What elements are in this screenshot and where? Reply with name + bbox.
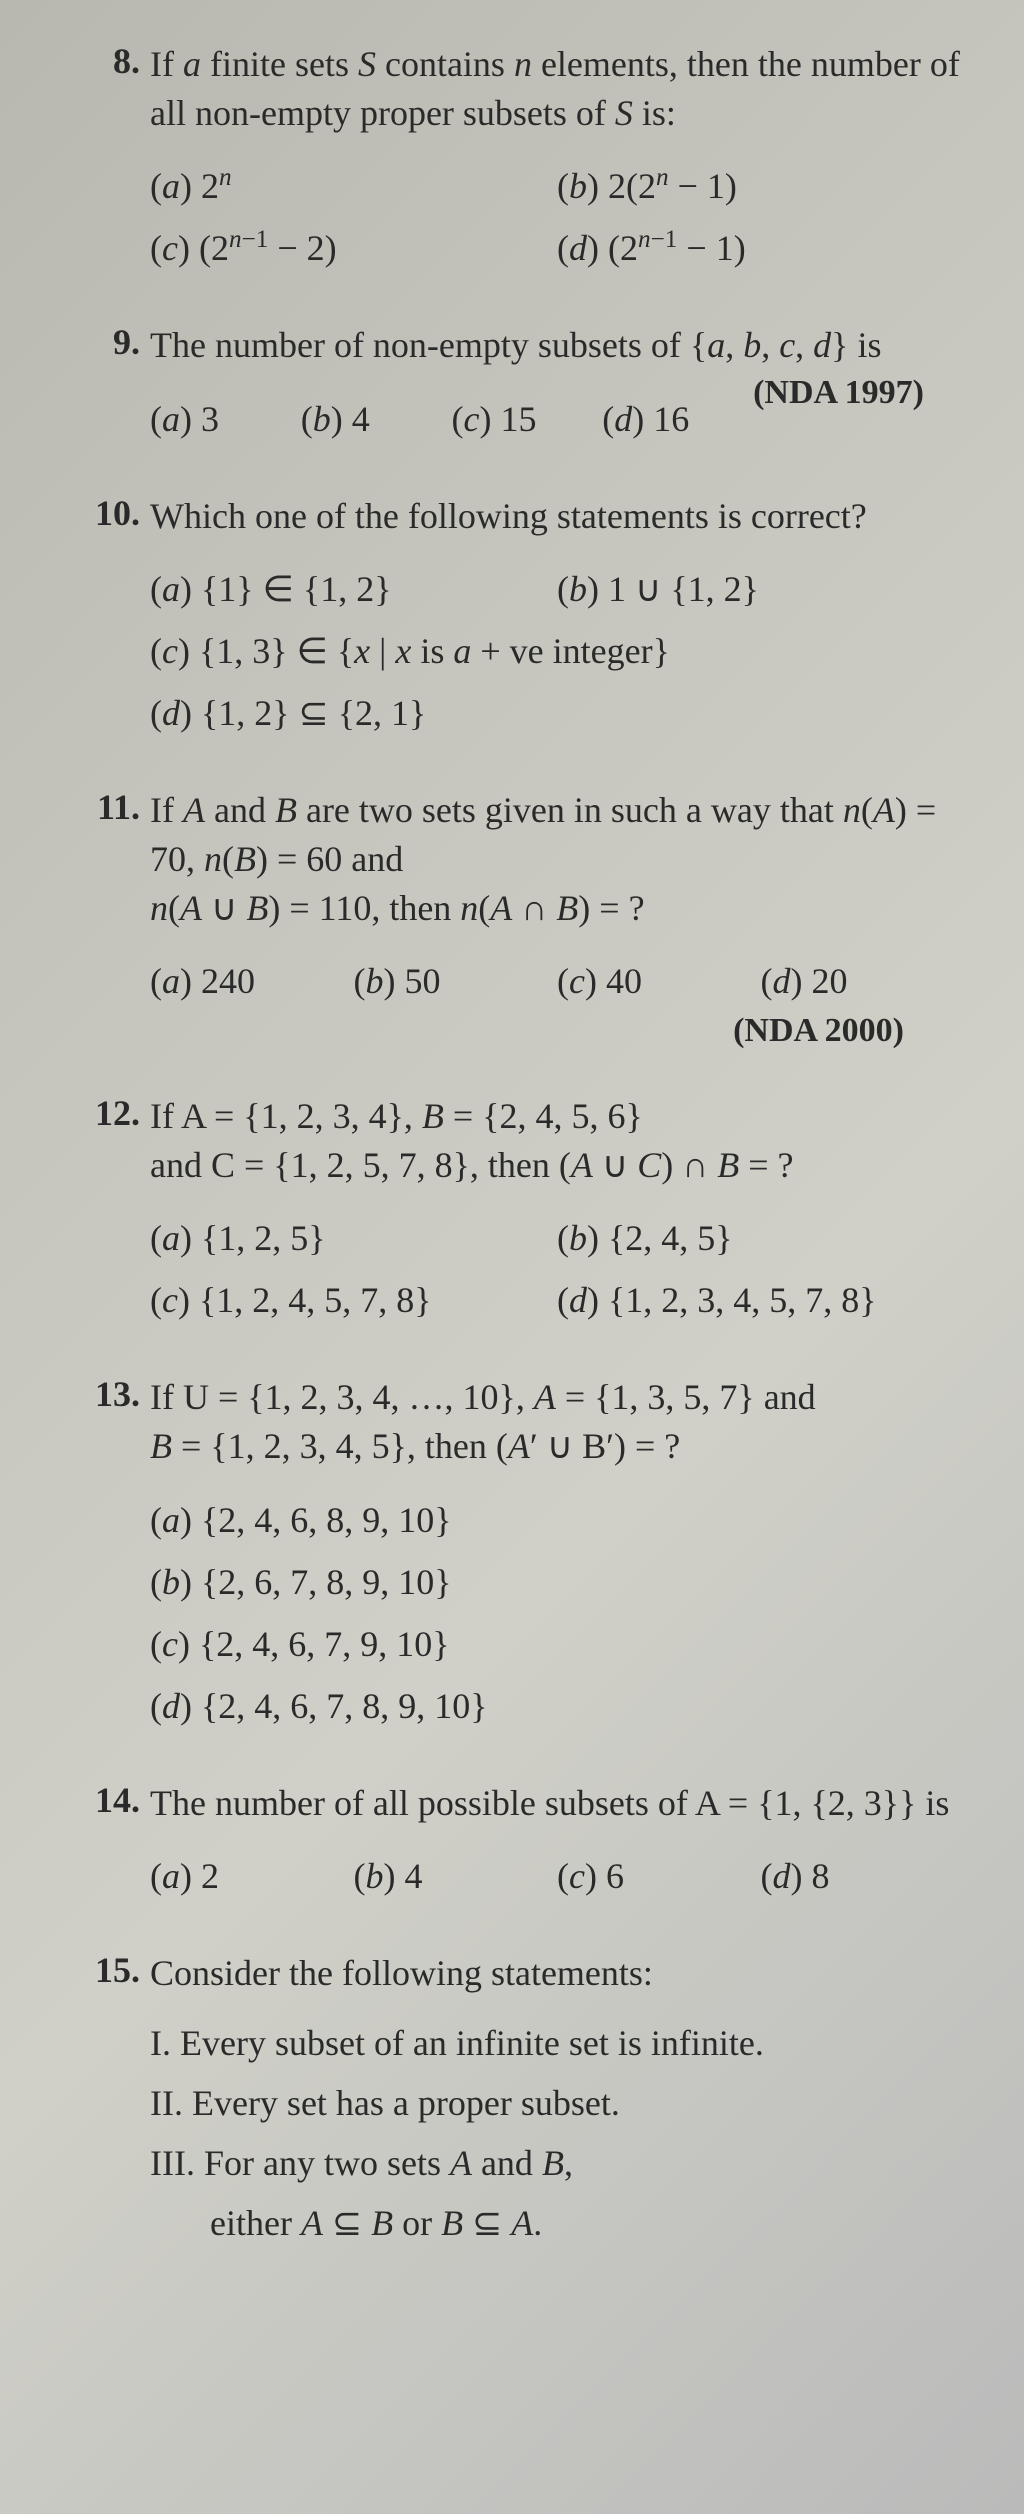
question-14: 14. The number of all possible subsets o… bbox=[80, 1779, 964, 1908]
options: (a) 2n (b) 2(2n − 1) (c) (2n−1 − 2) (d) … bbox=[150, 155, 964, 279]
statement-3: III. For any two sets A and B, bbox=[150, 2136, 964, 2190]
question-number: 12. bbox=[80, 1092, 140, 1134]
option-a: (a) 240 bbox=[150, 950, 354, 1012]
option-a: (a) {2, 4, 6, 8, 9, 10} bbox=[150, 1489, 964, 1551]
statement-1: I. Every subset of an infinite set is in… bbox=[150, 2016, 964, 2070]
page: 8. If a finite sets S contains n element… bbox=[80, 40, 964, 2250]
option-b: (b) 1 ∪ {1, 2} bbox=[557, 558, 964, 620]
option-d: (d) 20 bbox=[761, 950, 965, 1012]
option-c: (c) {2, 4, 6, 7, 9, 10} bbox=[150, 1613, 964, 1675]
option-b: (b) 4 bbox=[301, 388, 452, 450]
option-b: (b) {2, 4, 5} bbox=[557, 1207, 964, 1269]
question-text: If U = {1, 2, 3, 4, …, 10}, A = {1, 3, 5… bbox=[150, 1373, 964, 1470]
option-c: (c) {1, 3} ∈ {x | x is a + ve integer} bbox=[150, 620, 964, 682]
option-a: (a) 3 bbox=[150, 388, 301, 450]
question-8: 8. If a finite sets S contains n element… bbox=[80, 40, 964, 279]
statement-2: II. Every set has a proper subset. bbox=[150, 2076, 964, 2130]
option-d: (d) {2, 4, 6, 7, 8, 9, 10} bbox=[150, 1675, 964, 1737]
option-c: (c) 6 bbox=[557, 1845, 761, 1907]
option-a: (a) {1} ∈ {1, 2} bbox=[150, 558, 557, 620]
question-13: 13. If U = {1, 2, 3, 4, …, 10}, A = {1, … bbox=[80, 1373, 964, 1736]
option-d: (d) (2n−1 − 1) bbox=[557, 217, 964, 279]
options: (a) {2, 4, 6, 8, 9, 10} (b) {2, 6, 7, 8,… bbox=[150, 1489, 964, 1737]
options: (a) {1, 2, 5} (b) {2, 4, 5} (c) {1, 2, 4… bbox=[150, 1207, 964, 1331]
option-b: (b) {2, 6, 7, 8, 9, 10} bbox=[150, 1551, 964, 1613]
option-a: (a) 2 bbox=[150, 1845, 354, 1907]
options: (a) 240 (b) 50 (c) 40 (d) 20 bbox=[150, 950, 964, 1012]
option-d: (d) 16 bbox=[602, 388, 753, 450]
question-number: 10. bbox=[80, 492, 140, 534]
statement-3-tail: either A ⊆ B or B ⊆ A. bbox=[150, 2196, 964, 2250]
options: (a) 3 (b) 4 (c) 15 (d) 16 bbox=[150, 388, 753, 450]
option-a: (a) 2n bbox=[150, 155, 557, 217]
question-text: If a finite sets S contains n elements, … bbox=[150, 40, 964, 137]
question-number: 13. bbox=[80, 1373, 140, 1415]
question-number: 9. bbox=[80, 321, 140, 363]
option-a: (a) {1, 2, 5} bbox=[150, 1207, 557, 1269]
question-text: If A and B are two sets given in such a … bbox=[150, 786, 964, 932]
option-c: (c) 15 bbox=[452, 388, 603, 450]
option-c: (c) {1, 2, 4, 5, 7, 8} bbox=[150, 1269, 557, 1331]
source-tag: (NDA 2000) bbox=[150, 1012, 904, 1050]
question-number: 14. bbox=[80, 1779, 140, 1821]
question-number: 8. bbox=[80, 40, 140, 82]
question-text: The number of non-empty subsets of {a, b… bbox=[150, 321, 964, 370]
question-text: If A = {1, 2, 3, 4}, B = {2, 4, 5, 6} an… bbox=[150, 1092, 964, 1189]
question-12: 12. If A = {1, 2, 3, 4}, B = {2, 4, 5, 6… bbox=[80, 1092, 964, 1331]
question-text: Consider the following statements: bbox=[150, 1949, 964, 1998]
options: (a) 2 (b) 4 (c) 6 (d) 8 bbox=[150, 1845, 964, 1907]
question-number: 11. bbox=[80, 786, 140, 828]
question-9: 9. The number of non-empty subsets of {a… bbox=[80, 321, 964, 450]
question-10: 10. Which one of the following statement… bbox=[80, 492, 964, 745]
option-b: (b) 50 bbox=[354, 950, 558, 1012]
option-b: (b) 4 bbox=[354, 1845, 558, 1907]
option-d: (d) {1, 2, 3, 4, 5, 7, 8} bbox=[557, 1269, 964, 1331]
question-text: The number of all possible subsets of A … bbox=[150, 1779, 964, 1828]
option-d: (d) 8 bbox=[761, 1845, 965, 1907]
question-15: 15. Consider the following statements: I… bbox=[80, 1949, 964, 2250]
option-c: (c) 40 bbox=[557, 950, 761, 1012]
question-11: 11. If A and B are two sets given in suc… bbox=[80, 786, 964, 1050]
question-number: 15. bbox=[80, 1949, 140, 1991]
options: (a) {1} ∈ {1, 2} (b) 1 ∪ {1, 2} (c) {1, … bbox=[150, 558, 964, 744]
source-tag: (NDA 1997) bbox=[753, 370, 924, 416]
question-text: Which one of the following statements is… bbox=[150, 492, 964, 541]
option-d: (d) {1, 2} ⊆ {2, 1} bbox=[150, 682, 964, 744]
option-c: (c) (2n−1 − 2) bbox=[150, 217, 557, 279]
option-b: (b) 2(2n − 1) bbox=[557, 155, 964, 217]
